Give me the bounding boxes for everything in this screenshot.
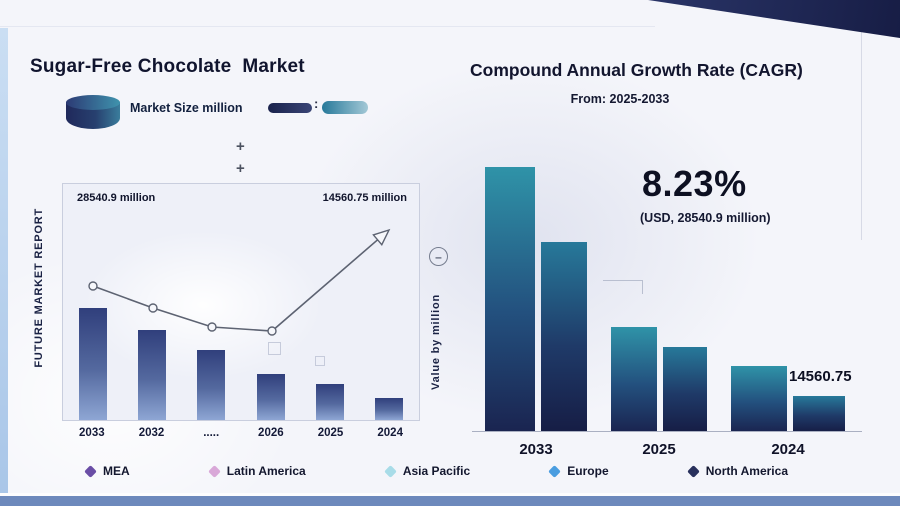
cagr-x-label: 2025 xyxy=(642,441,676,458)
legend-item: Europe xyxy=(548,464,609,478)
legend-label: MEA xyxy=(103,464,130,478)
cagr-value: 8.23% xyxy=(642,163,747,204)
cagr-bar-pair xyxy=(611,327,707,432)
x-axis-label: 2025 xyxy=(317,427,344,439)
market-size-bar xyxy=(315,384,344,420)
right-chart-baseline xyxy=(472,431,862,432)
database-icon xyxy=(66,95,120,131)
database-icon-top xyxy=(66,95,120,110)
cagr-bar xyxy=(541,242,587,432)
plus-icon: + xyxy=(236,160,245,177)
cagr-bar-pair xyxy=(485,167,587,432)
top-divider xyxy=(0,26,655,27)
cagr-bar xyxy=(485,167,535,432)
min-value-label: 14560.75 million xyxy=(322,192,407,204)
cagr-caption: (USD, 28540.9 million) xyxy=(640,211,771,225)
cagr-bar xyxy=(793,396,845,432)
market-size-bar xyxy=(78,308,107,420)
cagr-title: Compound Annual Growth Rate (CAGR) xyxy=(470,60,803,80)
legend-label: Latin America xyxy=(226,464,306,478)
left-chart-xlabels: 2033 2032..... 2026 2025 2024 xyxy=(62,427,420,439)
x-axis-label: 2032 xyxy=(138,427,165,439)
x-axis-label: 2026 xyxy=(258,427,284,439)
legend-diamond xyxy=(383,464,397,478)
x-axis-label: 2033 xyxy=(79,427,105,439)
bar-slot xyxy=(122,184,181,420)
decor-square xyxy=(315,356,325,366)
legend-item: MEA xyxy=(84,464,130,478)
cagr-x-label: 2024 xyxy=(771,441,805,458)
legend-label: Asia Pacific xyxy=(402,464,471,478)
cagr-bar xyxy=(731,366,787,432)
legend-item: Latin America xyxy=(207,464,306,478)
page-title: Sugar-Free Chocolate Market xyxy=(30,56,305,77)
right-divider xyxy=(861,0,862,240)
bottom-edge-bar xyxy=(0,496,900,506)
legend-diamond xyxy=(207,464,221,478)
legend-item: Asia Pacific xyxy=(383,464,471,478)
cagr-subtitle: From: 2025-2033 xyxy=(570,92,670,106)
minus-icon: – xyxy=(429,247,448,266)
cagr-group: 2033 xyxy=(485,167,587,458)
max-value-label: 28540.9 million xyxy=(77,192,156,204)
cagr-x-label: 2033 xyxy=(519,441,553,458)
decor-square xyxy=(268,342,281,355)
legend-diamond xyxy=(84,464,97,478)
bar-slot xyxy=(300,184,359,420)
bottom-strip xyxy=(0,493,900,496)
future-market-report-label: FUTURE MARKET REPORT xyxy=(33,208,45,368)
market-size-bar xyxy=(197,350,226,420)
cagr-group: 2025 xyxy=(611,327,707,458)
cagr-bar xyxy=(611,327,657,432)
decor-bracket xyxy=(603,280,643,294)
market-size-bar xyxy=(137,330,166,420)
cagr-group: 2024 xyxy=(731,366,845,458)
legend-item: North America xyxy=(686,464,788,478)
right-chart-groups: 2033 2025 2024 xyxy=(485,156,845,458)
cagr-bar xyxy=(663,347,707,432)
legend-pill-teal xyxy=(322,101,368,114)
region-legend: MEA Latin America Asia Pacific Europe North … xyxy=(84,464,788,478)
market-size-chart: 28540.9 million 14560.75 million xyxy=(62,183,420,421)
corner-triangle-decoration xyxy=(648,0,900,38)
colon-separator-icon: : xyxy=(314,96,319,111)
legend-diamond xyxy=(686,464,700,478)
legend-diamond xyxy=(548,464,562,478)
bar-slot xyxy=(360,184,419,420)
bar-slot xyxy=(63,184,122,420)
market-size-bar xyxy=(256,374,285,420)
plus-icon: + xyxy=(236,138,245,155)
legend-label: Europe xyxy=(567,464,609,478)
minus-glyph: – xyxy=(435,249,442,264)
legend-label: North America xyxy=(705,464,788,478)
cagr-bar-pair xyxy=(731,366,845,432)
x-axis-label: 2024 xyxy=(377,427,403,439)
left-chart-bars xyxy=(63,184,419,420)
market-size-bar xyxy=(375,398,404,420)
market-size-legend-label: Market Size million xyxy=(130,101,243,115)
left-edge-bar xyxy=(0,28,8,496)
legend-pill-dark xyxy=(268,103,312,113)
x-axis-label: ..... xyxy=(203,427,220,439)
bar-slot xyxy=(182,184,241,420)
bar-slot xyxy=(241,184,300,420)
value-callout: 14560.75 xyxy=(789,368,852,385)
value-axis-label: Value by million xyxy=(430,294,442,390)
